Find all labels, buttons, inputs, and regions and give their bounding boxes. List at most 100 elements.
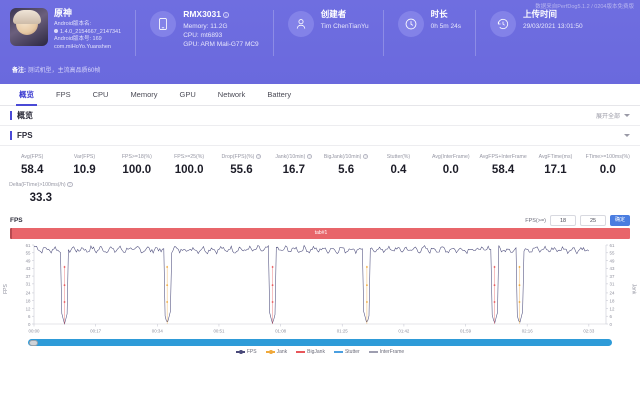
metric-delta-ftime: Delta(FTime)>100ms(/h)? 33.3 xyxy=(6,181,76,207)
help-icon[interactable]: ? xyxy=(306,153,313,160)
fps-line-chart: 0 0 6 6 12 12 18 18 24 24 31 31 37 37 43 43 49 49 55 55 61 61… xyxy=(26,243,615,334)
main-tab-bar: 概览 FPS CPU Memory GPU Network Battery xyxy=(0,84,640,106)
metric-avgfps-interframe: AvgFPS+InterFrame 58.4 xyxy=(477,153,529,179)
fps-threshold-input-2[interactable] xyxy=(580,215,606,226)
metric-label: Drop(FPS)(%)? xyxy=(221,153,262,160)
svg-text:02:33: 02:33 xyxy=(583,329,595,334)
legend-marker xyxy=(368,351,378,353)
app-package-name: com.miHoYo.Yuanshen xyxy=(54,43,111,50)
metric-avg-interframe: Avg(InterFrame) 0.0 xyxy=(425,153,477,179)
svg-text:49: 49 xyxy=(610,258,615,263)
metric-value: 100.0 xyxy=(174,164,204,176)
tab-fps[interactable]: FPS xyxy=(56,89,71,99)
legend-item-fps[interactable]: FPS xyxy=(235,349,257,355)
scene-bar[interactable]: tab#1 xyxy=(10,228,630,239)
upload-time-value: 29/03/2021 13:01:50 xyxy=(522,23,583,30)
svg-text:00:00: 00:00 xyxy=(29,329,41,334)
help-icon[interactable]: ? xyxy=(362,153,369,160)
legend-label: InterFrame xyxy=(379,349,405,355)
fps-collapse-control[interactable] xyxy=(624,134,630,137)
metric-var-fps: Var(FPS) 10.9 xyxy=(58,153,110,179)
info-icon[interactable]: i xyxy=(223,11,229,18)
svg-text:01:25: 01:25 xyxy=(337,329,349,334)
svg-text:55: 55 xyxy=(26,251,31,256)
svg-text:18: 18 xyxy=(610,298,615,303)
app-version-name-label: Android版本名: xyxy=(54,21,91,27)
metric-value: 0.0 xyxy=(599,164,616,176)
metrics-row-2: Delta(FTime)>100ms(/h)? 33.3 xyxy=(0,179,640,207)
svg-text:00:34: 00:34 xyxy=(152,329,164,334)
help-icon[interactable]: ? xyxy=(67,181,73,188)
legend-label: FPS xyxy=(246,349,257,355)
header-divider-3 xyxy=(382,10,384,56)
duration-value: 0h 5m 24s xyxy=(430,23,461,30)
legend-item-jank[interactable]: Jank xyxy=(265,349,287,355)
fps-threshold-controls: FPS(>=) 确定 xyxy=(525,215,630,226)
tab-overview[interactable]: 概览 xyxy=(8,84,45,106)
legend-label: BigJank xyxy=(307,349,325,355)
fps-threshold-label: FPS(>=) xyxy=(525,217,546,224)
app-info-block: 原神 Android版本名: 1.4.0_2154667_2147341 And… xyxy=(10,8,121,51)
svg-text:00:17: 00:17 xyxy=(90,329,102,334)
legend-item-stutter[interactable]: Stutter xyxy=(333,349,360,355)
metric-label: AvgFTime(ms) xyxy=(538,154,573,160)
duration-title: 时长 xyxy=(430,9,448,19)
watermark-text: 数据来自PerfDog5.1.2 / 0204版本免费版 xyxy=(535,4,634,10)
creator-block: 创建者 Tim ChenTianYu xyxy=(287,8,369,37)
app-name: 原神 xyxy=(54,8,73,18)
fps-threshold-input-1[interactable] xyxy=(550,215,576,226)
tab-network[interactable]: Network xyxy=(217,89,246,99)
metric-bigjank: BigJank(/10min)? 5.6 xyxy=(320,153,372,179)
legend-marker xyxy=(265,350,275,354)
metric-value: 55.6 xyxy=(230,164,253,176)
clock-icon xyxy=(397,11,424,37)
metric-value: 17.1 xyxy=(544,164,567,176)
metric-value: 33.3 xyxy=(29,192,53,204)
svg-text:02:16: 02:16 xyxy=(522,329,534,334)
header-divider-2 xyxy=(272,10,274,56)
metric-label: Var(FPS) xyxy=(73,154,96,160)
metric-label: AvgFPS+InterFrame xyxy=(479,154,527,160)
overview-section-header: 概览 展开全部 xyxy=(0,106,640,126)
metric-value: 100.0 xyxy=(122,164,152,176)
legend-item-interframe[interactable]: InterFrame xyxy=(368,349,405,355)
chart-horizontal-scrollbar[interactable] xyxy=(28,339,612,346)
overview-title: 概览 xyxy=(10,111,33,120)
expand-all-label: 展开全部 xyxy=(595,114,620,120)
svg-text:01:59: 01:59 xyxy=(460,329,472,334)
chart-legend: FPS Jank BigJank Stutter InterFrame xyxy=(0,346,640,355)
metric-label: FTime>=100ms(%) xyxy=(585,154,630,160)
legend-marker xyxy=(235,350,245,354)
upload-time-block: 上传时间 29/03/2021 13:01:50 xyxy=(489,8,583,37)
duration-block: 时长 0h 5m 24s xyxy=(397,8,461,37)
svg-text:49: 49 xyxy=(26,258,31,263)
metric-value: 5.6 xyxy=(338,164,355,176)
history-clock-icon xyxy=(489,11,516,37)
tab-battery[interactable]: Battery xyxy=(267,89,292,99)
legend-label: Stutter xyxy=(344,349,360,355)
phone-icon xyxy=(150,11,177,37)
app-icon-genshin xyxy=(10,8,48,46)
overview-expand-control[interactable]: 展开全部 xyxy=(596,111,630,120)
creator-title: 创建者 xyxy=(320,9,347,19)
metric-fps-gte-25: FPS>=25(%) 100.0 xyxy=(163,153,215,179)
fps-apply-button[interactable]: 确定 xyxy=(610,215,630,226)
metric-label: FPS>=25(%) xyxy=(174,154,205,160)
scrollbar-handle[interactable] xyxy=(29,339,38,346)
tab-memory[interactable]: Memory xyxy=(130,89,158,99)
fps-chart-header: FPS FPS(>=) 确定 xyxy=(0,211,640,228)
svg-text:6: 6 xyxy=(28,314,31,319)
svg-text:12: 12 xyxy=(26,306,31,311)
fps-chart-plot-area[interactable]: FPS Jank 0 0 6 6 12 12 18 18 24 24 31 31 37 37 43 43 49 4… xyxy=(0,239,640,338)
help-icon[interactable]: ? xyxy=(255,153,262,160)
metric-value: 10.9 xyxy=(73,164,96,176)
tab-cpu[interactable]: CPU xyxy=(92,89,109,99)
legend-item-bigjank[interactable]: BigJank xyxy=(296,349,325,355)
tab-gpu[interactable]: GPU xyxy=(179,89,196,99)
metric-value: 58.4 xyxy=(20,164,44,176)
metric-value: 16.7 xyxy=(282,164,305,176)
metrics-panel: Avg(FPS) 58.4 Var(FPS) 10.9 FPS>=18(%) 1… xyxy=(0,146,640,211)
svg-text:0: 0 xyxy=(610,322,613,327)
svg-text:61: 61 xyxy=(610,243,615,248)
device-info-block: RMX3031 i Memory: 11.2G CPU: mt6893 GPU: … xyxy=(150,8,259,49)
